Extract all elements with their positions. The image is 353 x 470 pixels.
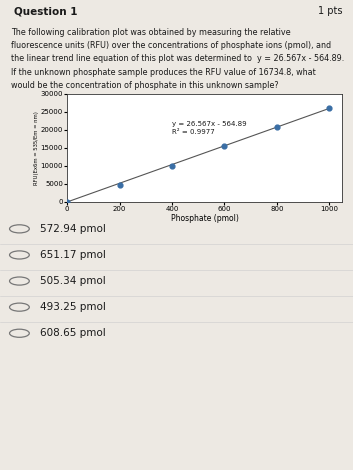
Text: 493.25 pmol: 493.25 pmol xyxy=(40,302,106,312)
Point xyxy=(117,181,122,189)
Point xyxy=(169,162,175,169)
Text: 651.17 pmol: 651.17 pmol xyxy=(40,250,106,260)
Point xyxy=(274,123,280,131)
Text: y = 26.567x - 564.89
R² = 0.9977: y = 26.567x - 564.89 R² = 0.9977 xyxy=(172,121,246,135)
Text: 608.65 pmol: 608.65 pmol xyxy=(40,328,106,338)
Text: The following calibration plot was obtained by measuring the relative: The following calibration plot was obtai… xyxy=(11,28,290,37)
Text: 572.94 pmol: 572.94 pmol xyxy=(40,224,106,234)
Y-axis label: RFU(Ex6m = 535/Em = nm): RFU(Ex6m = 535/Em = nm) xyxy=(34,111,39,185)
Text: would be the concentration of phosphate in this unknown sample?: would be the concentration of phosphate … xyxy=(11,81,278,90)
Text: 505.34 pmol: 505.34 pmol xyxy=(40,276,106,286)
Text: 1 pts: 1 pts xyxy=(318,6,342,16)
Point xyxy=(64,198,70,206)
Point xyxy=(222,142,227,150)
Text: fluorescence units (RFU) over the concentrations of phosphate ions (pmol), and: fluorescence units (RFU) over the concen… xyxy=(11,41,331,50)
Text: If the unknown phosphate sample produces the RFU value of 16734.8, what: If the unknown phosphate sample produces… xyxy=(11,68,315,77)
Text: Question 1: Question 1 xyxy=(14,6,78,16)
Text: the linear trend line equation of this plot was determined to  y = 26.567x - 564: the linear trend line equation of this p… xyxy=(11,55,344,63)
X-axis label: Phosphate (pmol): Phosphate (pmol) xyxy=(171,213,239,223)
Point xyxy=(327,105,332,112)
